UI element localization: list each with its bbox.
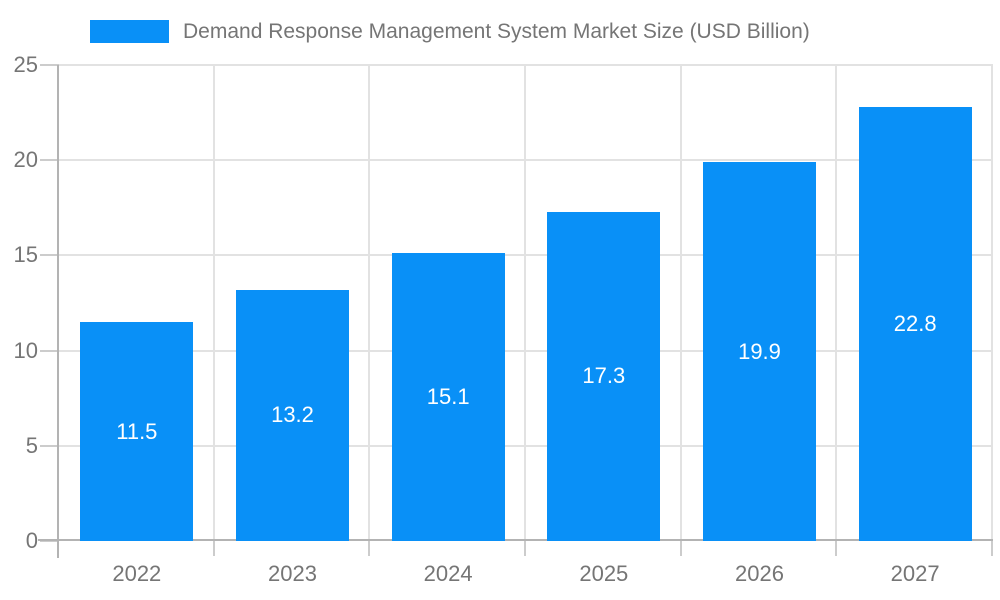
bar-value-label: 11.5 — [116, 418, 158, 444]
bar-2024[interactable] — [391, 253, 505, 541]
gridline-y-20 — [59, 159, 993, 162]
gridline-x-2 — [368, 65, 371, 541]
bar-value-label: 15.1 — [426, 384, 470, 410]
x-axis-line — [38, 539, 993, 541]
y-tick-25 — [40, 64, 59, 66]
bar-2023[interactable] — [236, 289, 349, 541]
gridline-y-5 — [59, 444, 993, 447]
y-axis-line — [57, 65, 59, 558]
bar-2022[interactable] — [80, 322, 194, 541]
x-tick-6 — [991, 541, 993, 556]
gridline-x-3 — [524, 65, 526, 541]
x-tick-4 — [679, 541, 682, 556]
y-axis-label: 20 — [13, 147, 38, 173]
y-axis-label: 15 — [13, 242, 38, 268]
y-axis-label: 5 — [25, 432, 38, 458]
y-tick-0 — [40, 540, 59, 542]
x-axis-label: 2022 — [112, 561, 162, 586]
legend-label: Demand Response Management System Market… — [183, 20, 810, 43]
x-axis-label: 2023 — [268, 561, 317, 586]
y-tick-20 — [40, 159, 59, 162]
x-axis-label: 2024 — [423, 561, 473, 586]
bar-value-label: 13.2 — [271, 402, 314, 428]
y-axis-label: 0 — [25, 528, 38, 553]
bar-value-label: 17.3 — [582, 363, 626, 389]
bar-value-label: 19.9 — [738, 338, 781, 364]
x-tick-3 — [524, 541, 526, 556]
gridline-y-15 — [59, 254, 993, 257]
x-tick-2 — [368, 541, 371, 556]
gridline-x-5 — [835, 65, 838, 541]
x-axis-label: 2025 — [579, 561, 629, 586]
bar-value-label: 22.8 — [893, 310, 937, 336]
gridline-y-10 — [59, 349, 993, 352]
gridline-x-1 — [212, 65, 215, 541]
y-axis-label: 25 — [13, 52, 38, 77]
gridline-x-4 — [679, 65, 682, 541]
legend-swatch — [90, 20, 169, 43]
y-tick-5 — [40, 444, 59, 447]
bar-2026[interactable] — [703, 162, 816, 541]
y-axis-label: 10 — [13, 337, 38, 363]
x-axis-label: 2026 — [735, 561, 784, 586]
bar-2027[interactable] — [858, 106, 972, 541]
gridline-y-25 — [59, 64, 993, 66]
y-tick-15 — [40, 254, 59, 257]
x-axis-label: 2027 — [890, 561, 940, 586]
gridline-x-6 — [991, 65, 993, 541]
x-tick-1 — [212, 541, 215, 556]
x-tick-5 — [835, 541, 838, 556]
chart-legend[interactable]: Demand Response Management System Market… — [0, 0, 1000, 55]
y-tick-10 — [40, 349, 59, 352]
bar-2025[interactable] — [547, 211, 661, 541]
